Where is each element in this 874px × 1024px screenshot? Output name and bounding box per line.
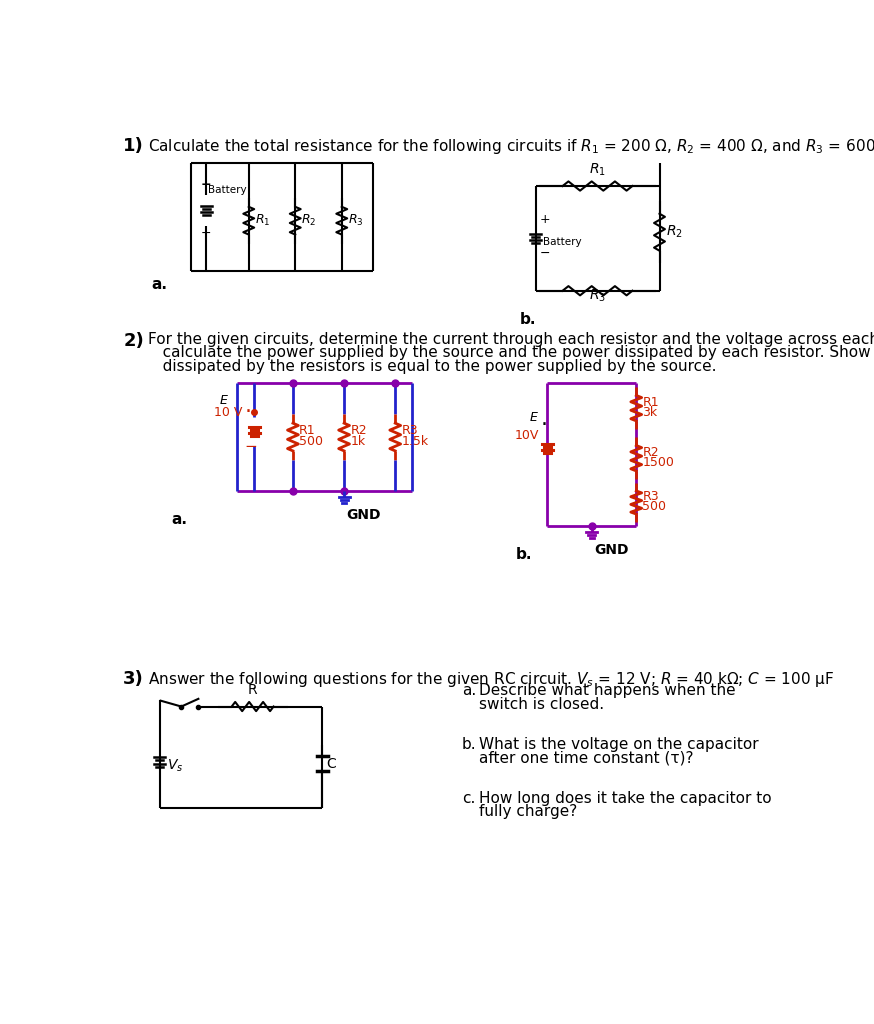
Text: GND: GND xyxy=(346,508,381,522)
Text: R3: R3 xyxy=(642,489,659,503)
Text: How long does it take the capacitor to: How long does it take the capacitor to xyxy=(479,792,772,806)
Text: 10 V: 10 V xyxy=(214,406,242,419)
Text: E: E xyxy=(220,393,228,407)
Text: switch is closed.: switch is closed. xyxy=(479,696,604,712)
Text: Battery: Battery xyxy=(209,185,247,195)
Text: ·: · xyxy=(541,416,548,435)
Text: a.: a. xyxy=(461,683,476,698)
Text: after one time constant (τ)?: after one time constant (τ)? xyxy=(479,751,693,765)
Text: calculate the power supplied by the source and the power dissipated by each resi: calculate the power supplied by the sour… xyxy=(148,345,874,360)
Text: −: − xyxy=(539,247,550,260)
Text: $R_1$: $R_1$ xyxy=(589,162,606,178)
Text: Calculate the total resistance for the following circuits if $R_1$ = 200 Ω, $R_2: Calculate the total resistance for the f… xyxy=(148,137,874,156)
Text: R3: R3 xyxy=(401,424,418,437)
Text: ·: · xyxy=(245,402,252,422)
Text: 3k: 3k xyxy=(642,406,657,419)
Text: dissipated by the resistors is equal to the power supplied by the source.: dissipated by the resistors is equal to … xyxy=(148,358,717,374)
Text: Battery: Battery xyxy=(544,238,582,247)
Text: 1): 1) xyxy=(123,137,144,155)
Text: $R_2$: $R_2$ xyxy=(666,224,683,241)
Text: 500: 500 xyxy=(299,435,323,449)
Text: $R_1$: $R_1$ xyxy=(255,213,270,228)
Text: b.: b. xyxy=(520,311,537,327)
Text: −: − xyxy=(201,227,212,241)
Text: +: + xyxy=(539,213,550,225)
Text: −: − xyxy=(245,438,258,454)
Text: R1: R1 xyxy=(299,424,316,437)
Text: $R_3$: $R_3$ xyxy=(589,288,606,304)
Text: GND: GND xyxy=(594,543,628,556)
Text: $V_s$: $V_s$ xyxy=(168,758,184,774)
Text: 500: 500 xyxy=(642,500,667,513)
Text: 2): 2) xyxy=(123,333,144,350)
Text: c.: c. xyxy=(461,792,475,806)
Text: R: R xyxy=(248,683,258,697)
Text: 1k: 1k xyxy=(350,435,365,449)
Text: Answer the following questions for the given RC circuit. $V_s$ = 12 V; $R$ = 40 : Answer the following questions for the g… xyxy=(148,670,835,688)
Text: +: + xyxy=(201,178,212,191)
Text: Describe what happens when the: Describe what happens when the xyxy=(479,683,736,698)
Text: b.: b. xyxy=(517,547,532,562)
Text: R2: R2 xyxy=(642,445,659,459)
Text: 1500: 1500 xyxy=(642,456,675,469)
Text: 3): 3) xyxy=(123,670,144,687)
Text: fully charge?: fully charge? xyxy=(479,804,577,819)
Text: a.: a. xyxy=(171,512,187,527)
Text: a.: a. xyxy=(152,276,168,292)
Text: C: C xyxy=(326,757,336,770)
Text: E: E xyxy=(530,412,538,424)
Text: b.: b. xyxy=(461,737,476,753)
Text: $R_3$: $R_3$ xyxy=(348,213,364,228)
Text: 10V: 10V xyxy=(515,429,539,442)
Text: What is the voltage on the capacitor: What is the voltage on the capacitor xyxy=(479,737,759,753)
Text: R2: R2 xyxy=(350,424,367,437)
Text: R1: R1 xyxy=(642,395,659,409)
Text: 1.5k: 1.5k xyxy=(401,435,428,449)
Text: ·: · xyxy=(539,436,546,457)
Text: $R_2$: $R_2$ xyxy=(302,213,316,228)
Text: For the given circuits, determine the current through each resistor and the volt: For the given circuits, determine the cu… xyxy=(148,333,874,347)
